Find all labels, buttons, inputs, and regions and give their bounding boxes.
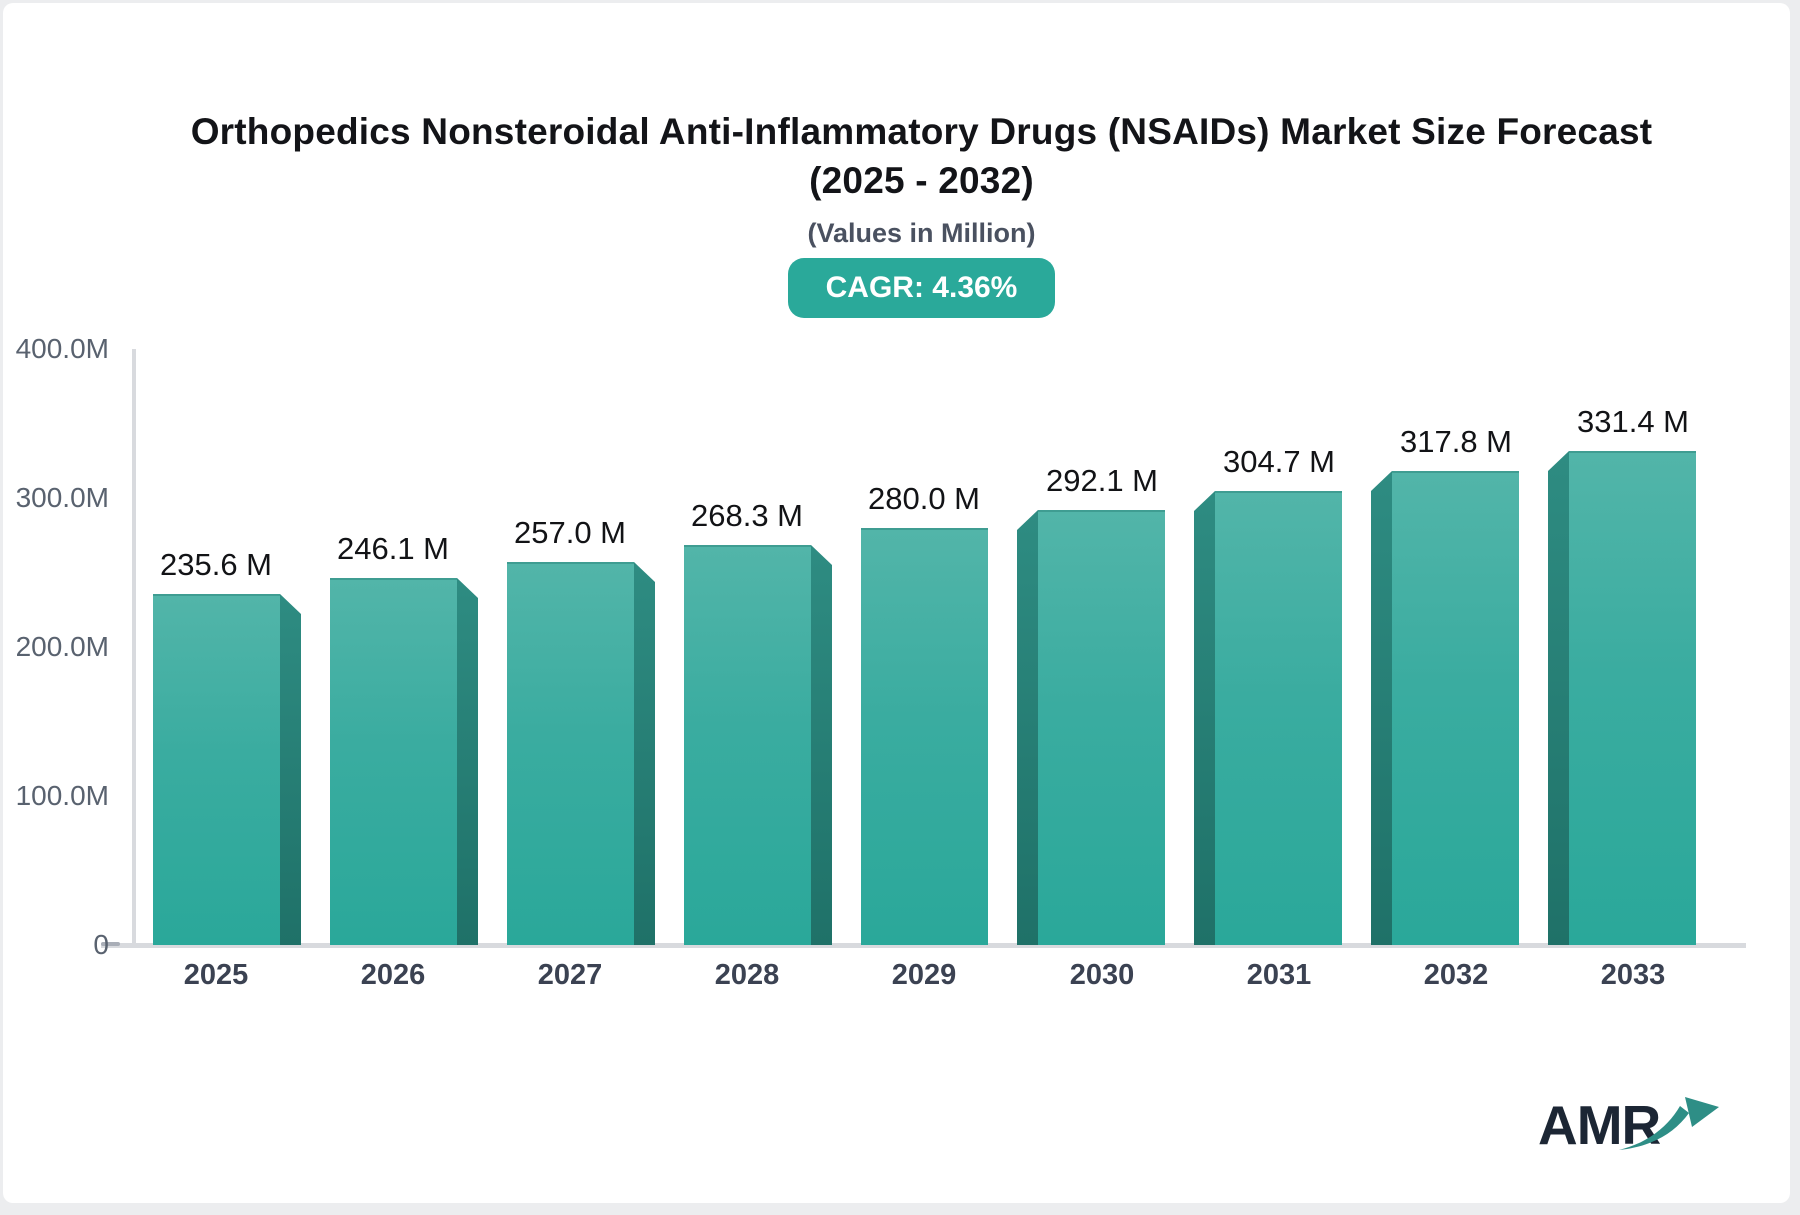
chart-title-line1: Orthopedics Nonsteroidal Anti-Inflammato… [190, 111, 1653, 152]
bar-value-label: 246.1 M [336, 531, 449, 566]
bar-side-shadow [1017, 510, 1038, 945]
y-axis-label: 100.0M [15, 780, 109, 811]
trend-up-arrow-icon [1619, 1097, 1719, 1150]
bar-face[interactable] [330, 578, 457, 945]
y-axis-label: 0 [93, 929, 109, 960]
x-axis-label: 2033 [1600, 959, 1666, 991]
bar-2025[interactable] [153, 594, 301, 945]
bar-value-label: 257.0 M [513, 515, 626, 550]
x-axis-label: 2032 [1423, 959, 1489, 991]
chart: 400.0M 300.0M 200.0M 100.0M 0 235.6 M 2025 246.… [3, 3, 1800, 1215]
x-axis-label: 2028 [714, 959, 780, 991]
y-axis-label: 300.0M [15, 482, 109, 513]
bar-value-label: 317.8 M [1399, 424, 1512, 459]
bar-face[interactable] [1038, 510, 1165, 945]
bar-value-label: 292.1 M [1045, 463, 1158, 498]
bar-value-label: 268.3 M [690, 498, 803, 533]
chart-title-line2: (2025 - 2032) [809, 160, 1034, 201]
bar-face[interactable] [1569, 451, 1696, 945]
zero-tick-mark [101, 942, 120, 946]
bar-side-shadow [1548, 451, 1569, 945]
x-axis-label: 2027 [537, 959, 603, 991]
bar-face[interactable] [1215, 491, 1342, 945]
bar-2028[interactable] [684, 545, 832, 945]
y-axis-label: 400.0M [15, 333, 109, 364]
x-axis-label: 2026 [360, 959, 426, 991]
x-axis-label: 2031 [1246, 959, 1312, 991]
bar-face[interactable] [684, 545, 811, 945]
bar-2030[interactable] [1017, 510, 1165, 945]
chart-subtitle: (Values in Million) [807, 218, 1036, 248]
cagr-badge: CAGR: 4.36% [787, 258, 1056, 318]
chart-card: Orthopedics Nonsteroidal Anti-Inflammato… [3, 3, 1790, 1203]
bar-side-shadow [1194, 491, 1215, 945]
bar-value-label: 304.7 M [1222, 444, 1335, 479]
chart-header: Orthopedics Nonsteroidal Anti-Inflammato… [53, 107, 1790, 318]
x-axis-label: 2029 [891, 959, 957, 991]
bar-value-label: 235.6 M [159, 547, 272, 582]
bar-face[interactable] [507, 562, 634, 945]
bar-face[interactable] [861, 528, 988, 945]
bar-value-label: 280.0 M [867, 481, 980, 516]
bar-2027[interactable] [507, 562, 655, 945]
y-axis-label: 200.0M [15, 631, 109, 662]
x-axis-label: 2025 [183, 959, 249, 991]
bar-2031[interactable] [1194, 491, 1342, 945]
amr-logo: AMR [1538, 1093, 1738, 1163]
bar-side-shadow [811, 545, 832, 945]
x-axis-line [101, 943, 1746, 948]
bar-2026[interactable] [330, 578, 478, 945]
bar-2029[interactable] [861, 528, 988, 945]
y-axis-line [132, 349, 136, 948]
bar-face[interactable] [153, 594, 280, 945]
bar-face[interactable] [1392, 471, 1519, 945]
bar-2033[interactable] [1548, 451, 1696, 945]
bar-2032[interactable] [1371, 471, 1519, 945]
bar-side-shadow [1371, 471, 1392, 945]
x-axis-label: 2030 [1069, 959, 1135, 991]
bar-value-label: 331.4 M [1576, 404, 1689, 439]
bar-side-shadow [280, 594, 301, 945]
bar-side-shadow [634, 562, 655, 945]
bar-side-shadow [457, 578, 478, 945]
